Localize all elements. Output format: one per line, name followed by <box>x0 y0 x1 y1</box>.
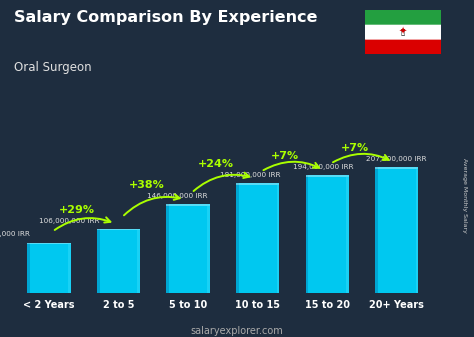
Bar <box>0 211 474 216</box>
Text: 146,000,000 IRR: 146,000,000 IRR <box>147 193 208 199</box>
Bar <box>276 183 279 293</box>
Bar <box>0 241 474 246</box>
Bar <box>236 183 279 185</box>
Bar <box>0 312 474 317</box>
Bar <box>365 39 441 54</box>
Bar <box>0 19 474 24</box>
Text: ✦: ✦ <box>399 27 407 37</box>
Bar <box>0 170 474 175</box>
Bar <box>306 175 308 293</box>
Bar <box>0 59 474 64</box>
Bar <box>0 231 474 236</box>
Text: salaryexplorer.com: salaryexplorer.com <box>191 326 283 336</box>
Bar <box>0 39 474 44</box>
Bar <box>0 0 474 3</box>
Bar <box>0 8 474 13</box>
Bar <box>0 251 474 256</box>
Text: 207,000,000 IRR: 207,000,000 IRR <box>366 156 427 162</box>
Bar <box>207 204 210 293</box>
Bar <box>365 38 441 40</box>
Bar <box>0 201 474 206</box>
Bar <box>27 243 71 293</box>
Bar <box>236 183 279 293</box>
Text: 181,000,000 IRR: 181,000,000 IRR <box>220 172 281 178</box>
Text: 106,000,000 IRR: 106,000,000 IRR <box>38 218 99 223</box>
Bar <box>365 24 441 26</box>
Bar <box>166 204 169 293</box>
Bar <box>0 261 474 266</box>
Bar <box>0 271 474 276</box>
Bar <box>0 89 474 94</box>
Text: Salary Comparison By Experience: Salary Comparison By Experience <box>14 10 318 25</box>
Bar <box>0 180 474 185</box>
Bar <box>0 29 474 34</box>
Text: +7%: +7% <box>271 151 300 161</box>
Text: Oral Surgeon: Oral Surgeon <box>14 61 92 74</box>
Bar <box>68 243 71 293</box>
Bar <box>137 228 140 293</box>
Bar <box>0 110 474 115</box>
Bar <box>365 25 441 39</box>
Bar <box>0 49 474 54</box>
Bar <box>0 140 474 145</box>
Bar <box>306 175 348 293</box>
Bar <box>0 292 474 297</box>
Bar <box>97 228 140 230</box>
Bar <box>0 221 474 226</box>
Bar <box>0 281 474 286</box>
Bar <box>0 120 474 125</box>
Bar <box>0 69 474 74</box>
Text: 82,500,000 IRR: 82,500,000 IRR <box>0 231 29 237</box>
Text: 🕌: 🕌 <box>401 28 405 35</box>
Bar <box>0 322 474 327</box>
Bar <box>236 183 238 293</box>
Bar <box>166 204 210 206</box>
Bar <box>0 190 474 195</box>
Text: Average Monthly Salary: Average Monthly Salary <box>462 158 467 233</box>
Bar <box>27 243 30 293</box>
Bar <box>375 167 378 293</box>
Bar <box>375 167 418 170</box>
Text: +24%: +24% <box>198 159 234 169</box>
Text: +38%: +38% <box>128 180 164 190</box>
Bar <box>0 79 474 84</box>
Bar <box>0 302 474 307</box>
Bar <box>375 167 418 293</box>
Bar <box>0 332 474 337</box>
Bar <box>0 150 474 155</box>
Bar <box>0 160 474 165</box>
Text: +29%: +29% <box>59 205 95 215</box>
Bar <box>27 243 71 244</box>
Bar <box>346 175 348 293</box>
Bar <box>416 167 418 293</box>
Bar <box>0 130 474 135</box>
Bar <box>365 10 441 25</box>
Bar <box>166 204 210 293</box>
Bar <box>97 228 100 293</box>
Text: +7%: +7% <box>341 143 369 153</box>
Text: 194,000,000 IRR: 194,000,000 IRR <box>293 164 354 170</box>
Bar <box>97 228 140 293</box>
Bar <box>306 175 348 177</box>
Bar <box>0 99 474 104</box>
